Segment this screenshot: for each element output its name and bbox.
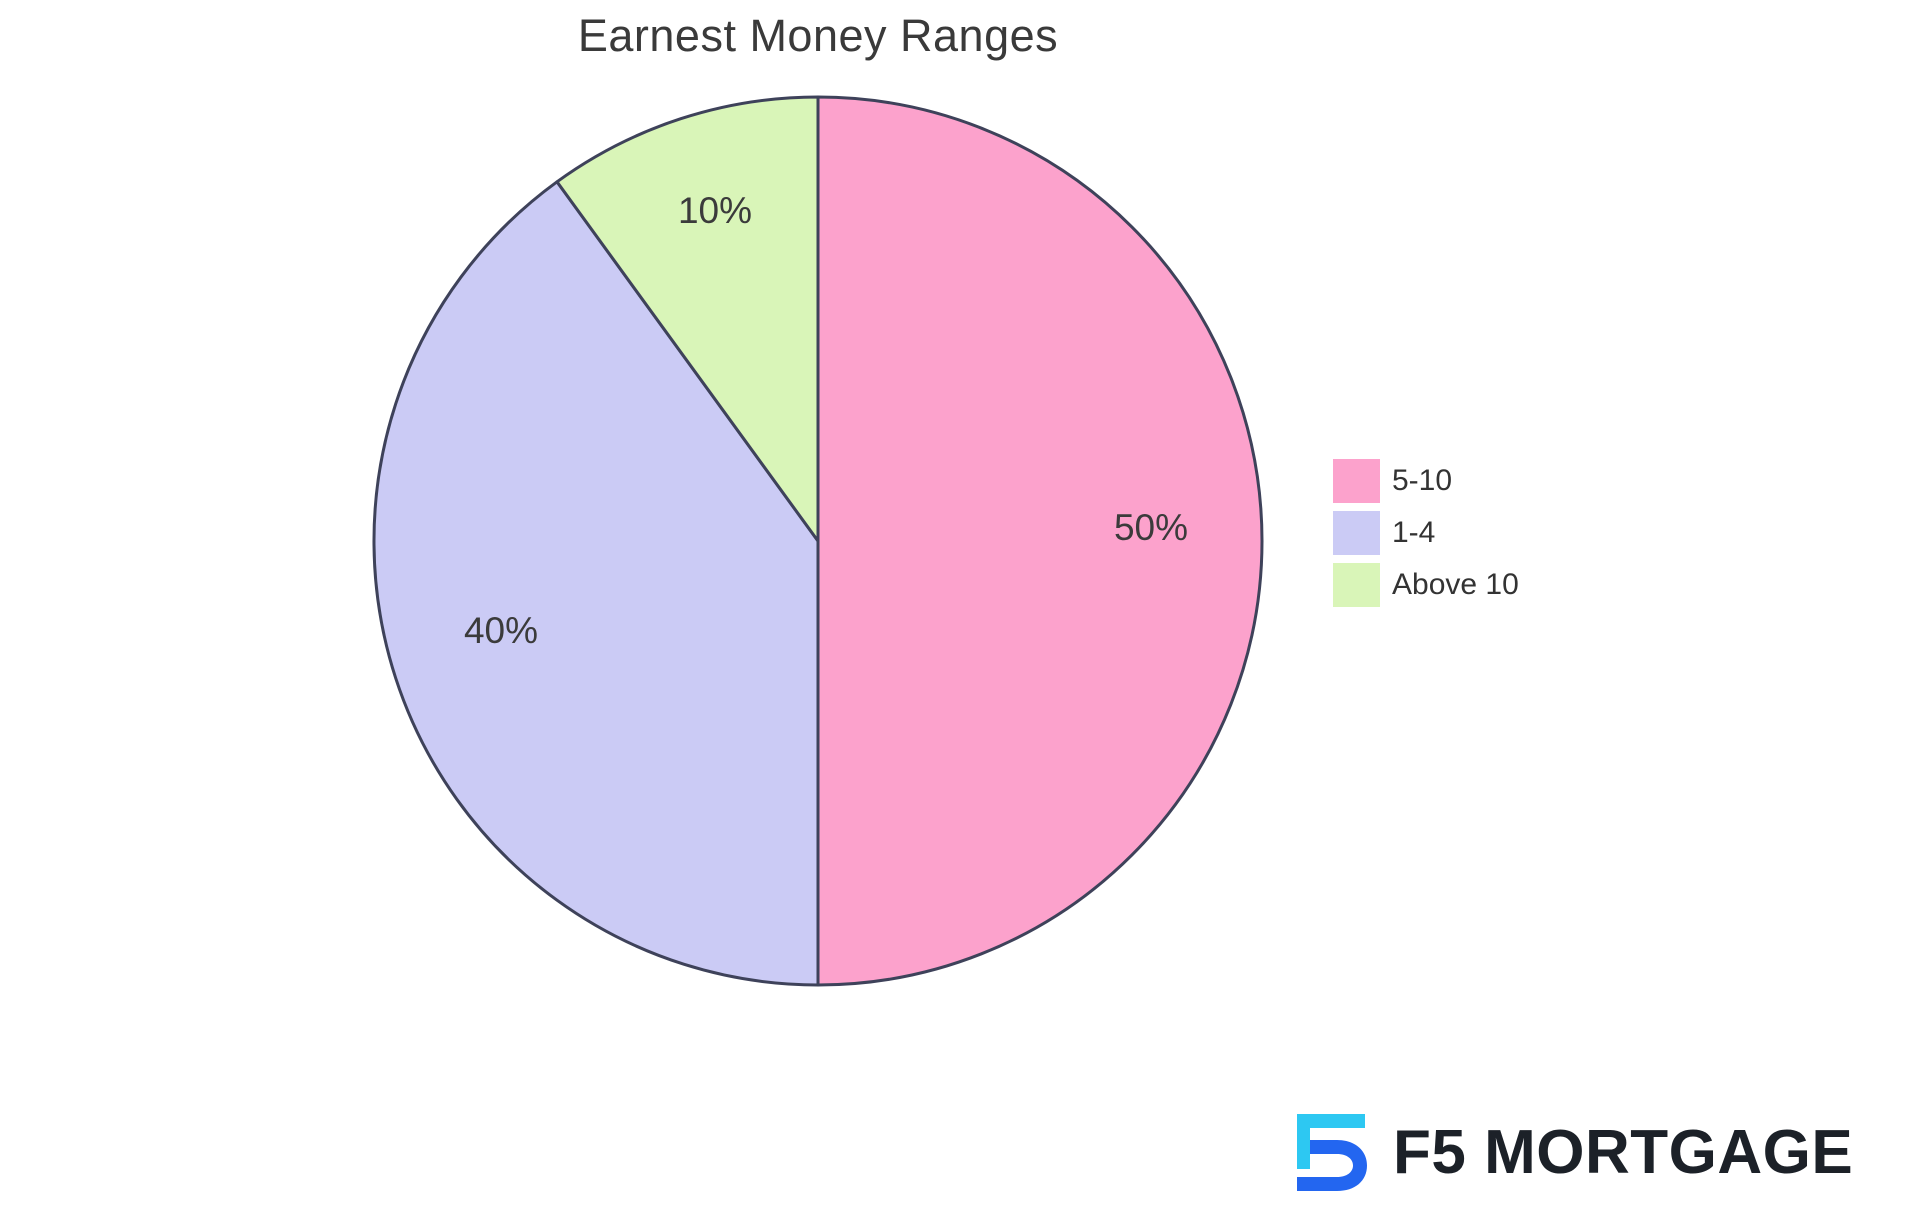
pie-slice-value-label: 40%: [463, 610, 539, 651]
legend-swatch: [1333, 511, 1380, 555]
pie-slice-value-label: 50%: [1113, 507, 1189, 548]
legend-swatch: [1333, 563, 1380, 607]
pie-slice-1-4: [372, 180, 820, 987]
legend-label: Above 10: [1392, 568, 1519, 601]
legend-item-5-10: 5-10: [1333, 459, 1519, 503]
legend-label: 5-10: [1392, 464, 1453, 497]
pie-slice-value-label: 10%: [677, 190, 753, 231]
legend-label: 1-4: [1392, 516, 1436, 549]
chart-legend: 5-10 1-4 Above 10: [1333, 459, 1519, 615]
f5-logo-icon-bowl: [1297, 1139, 1367, 1191]
logo-wordmark: F5 MORTGAGE: [1393, 1117, 1854, 1187]
legend-item-above-10: Above 10: [1333, 563, 1519, 607]
f5-mortgage-logo: F5 MORTGAGE: [1297, 1110, 1853, 1194]
f5-logo-icon: [1297, 1113, 1367, 1191]
pie-slice-5-10: [816, 95, 1264, 987]
f5-logo-icon-top: [1297, 1113, 1365, 1169]
pie-slice-above-10: [555, 95, 820, 543]
legend-item-1-4: 1-4: [1333, 511, 1519, 555]
chart-title: Earnest Money Ranges: [577, 10, 1059, 61]
legend-swatch: [1333, 459, 1380, 503]
